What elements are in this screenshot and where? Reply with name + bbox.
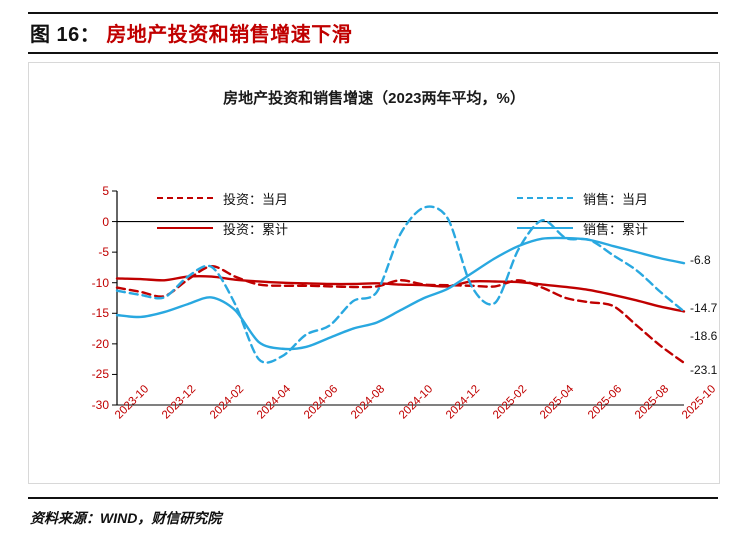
- y-tick-label: -25: [91, 367, 109, 382]
- footer-rule: [28, 497, 718, 499]
- legend-label-sales-monthly: 销售：当月: [583, 192, 649, 207]
- source-note: 资料来源：WIND，财信研究院: [30, 508, 221, 528]
- figure-title-text: 房地产投资和销售增速下滑: [106, 24, 353, 46]
- chart-container: 房地产投资和销售增速（2023两年平均，%） 投资：当月 投资：累计 销售：当月…: [28, 62, 720, 484]
- legend-swatch-solid-blue: [517, 227, 573, 229]
- chart-title: 房地产投资和销售增速（2023两年平均，%）: [223, 90, 525, 107]
- series-end-label: -6.8: [690, 253, 711, 268]
- series-end-label: -14.7: [690, 301, 718, 316]
- source-value: WIND，财信研究院: [100, 510, 222, 526]
- legend-swatch-dashed-red: [157, 197, 213, 199]
- legend-label-sales-cumulative: 销售：累计: [583, 222, 649, 237]
- page-title: 图 16： 房地产投资和销售增速下滑: [30, 18, 352, 47]
- y-tick-label: -10: [91, 275, 109, 290]
- y-tick-label: 5: [102, 184, 109, 198]
- series-end-label: -18.6: [690, 329, 718, 344]
- y-tick-label: 0: [102, 214, 109, 229]
- y-tick-label: -30: [91, 398, 109, 412]
- y-tick-label: -20: [91, 336, 109, 351]
- title-rule-bottom: [28, 52, 718, 54]
- figure-number: 图 16：: [30, 24, 101, 46]
- y-tick-label: -15: [91, 306, 109, 321]
- series-end-label: -23.1: [690, 362, 718, 377]
- legend-swatch-solid-red: [157, 227, 213, 229]
- chart-svg: [112, 190, 686, 406]
- chart-legend: 投资：当月 投资：累计 销售：当月 销售：累计: [29, 119, 719, 237]
- legend-label-investment-cumulative: 投资：累计: [223, 222, 289, 237]
- title-rule-top: [28, 12, 718, 14]
- y-tick-label: -5: [98, 245, 109, 260]
- source-label: 资料来源：: [30, 510, 100, 526]
- plot-area: 5 0 -5 -10 -15 -20 -25 -30 2023-10 2023-12 2024-0…: [29, 183, 719, 433]
- legend-swatch-dashed-blue: [517, 197, 573, 199]
- legend-label-investment-monthly: 投资：当月: [223, 192, 289, 207]
